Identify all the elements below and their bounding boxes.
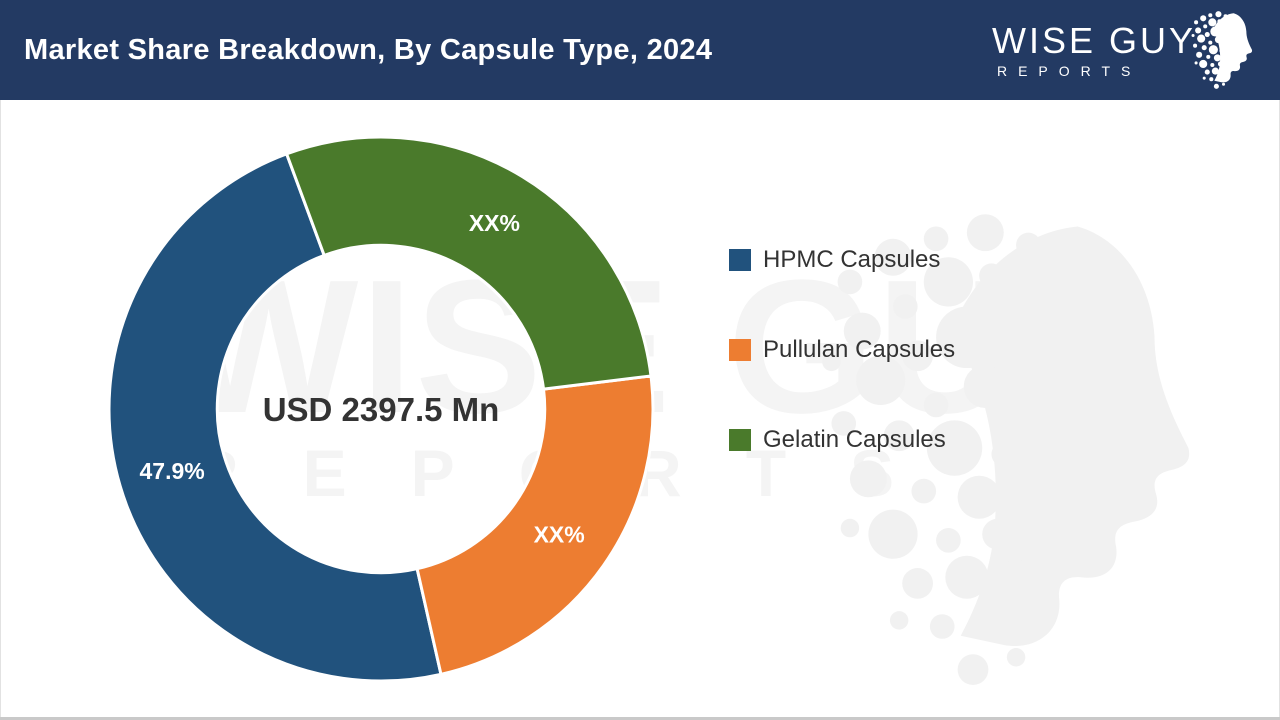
logo-face-icon bbox=[1191, 10, 1253, 89]
donut-chart: 47.9% XX% XX% USD 2397.5 Mn bbox=[107, 135, 655, 683]
logo-subtext: REPORTS bbox=[996, 62, 1142, 79]
legend-swatch-gelatin bbox=[729, 429, 751, 451]
legend-label-hpmc: HPMC Capsules bbox=[763, 246, 941, 273]
segment-percent-label: 47.9% bbox=[140, 458, 205, 484]
donut-segment-pullulan-capsules bbox=[415, 374, 655, 676]
legend-item-pullulan: Pullulan Capsules bbox=[729, 336, 955, 364]
legend-item-gelatin: Gelatin Capsules bbox=[729, 426, 955, 454]
page-title: Market Share Breakdown, By Capsule Type,… bbox=[24, 33, 713, 66]
donut-segment-hpmc-capsules bbox=[107, 152, 443, 683]
legend-label-pullulan: Pullulan Capsules bbox=[763, 336, 956, 363]
legend-swatch-pullulan bbox=[729, 339, 751, 361]
legend-label-gelatin: Gelatin Capsules bbox=[763, 426, 946, 453]
segment-percent-label: XX% bbox=[469, 210, 520, 236]
donut-segments bbox=[107, 135, 655, 683]
legend-item-hpmc: HPMC Capsules bbox=[729, 246, 955, 274]
chart-canvas: WISE GUY REPORTS 47.9%XX%XX% USD 2397.5 … bbox=[0, 100, 1280, 720]
donut-center-value: USD 2397.5 Mn bbox=[263, 391, 500, 428]
donut-segment-labels: 47.9% XX% XX% bbox=[140, 210, 585, 547]
logo-wordmark: WISE GUY bbox=[991, 19, 1196, 61]
wise-guy-reports-logo: WISE GUY REPORTS bbox=[991, 10, 1256, 89]
legend-swatch-hpmc bbox=[729, 249, 751, 271]
logo-wordmark-block: WISE GUY REPORTS bbox=[991, 19, 1196, 79]
legend: HPMC Capsules Pullulan Capsules Gelatin … bbox=[729, 246, 955, 516]
donut-segment-gelatin-capsules bbox=[285, 135, 653, 391]
header-bar: Market Share Breakdown, By Capsule Type,… bbox=[0, 0, 1280, 100]
segment-percent-label: XX% bbox=[534, 521, 585, 547]
